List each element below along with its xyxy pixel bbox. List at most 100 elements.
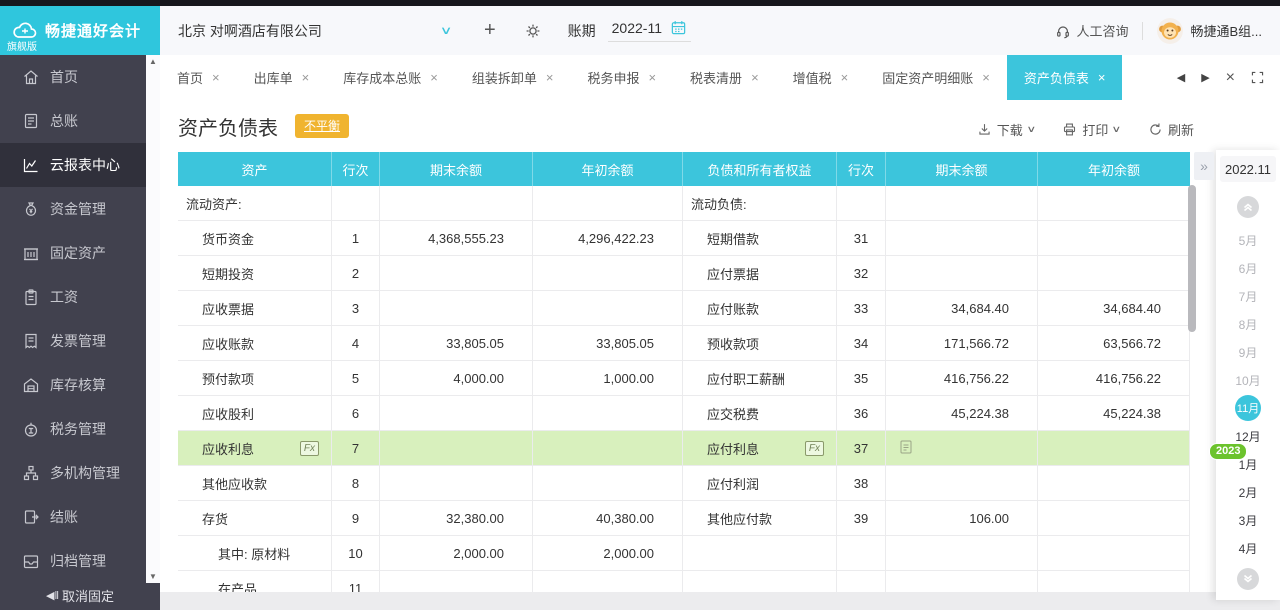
liability-amount-cell: 45,224.38: [886, 396, 1038, 430]
month-item-8月[interactable]: 8月: [1216, 310, 1280, 338]
sidebar-scrollbar[interactable]: ▲ ▼: [146, 55, 160, 583]
liability-name-label: 应付利润: [707, 476, 760, 492]
sidebar-item-多机构管理[interactable]: 多机构管理: [0, 451, 160, 495]
settings-gear-icon[interactable]: [524, 22, 542, 40]
print-button[interactable]: 打印 ∨: [1062, 120, 1122, 139]
liability-amount-cell: [1038, 431, 1190, 465]
sidebar-item-label: 云报表中心: [50, 157, 120, 173]
sidebar-item-工资[interactable]: 工资: [0, 275, 160, 319]
tab-close-icon[interactable]: ×: [982, 70, 990, 85]
tab-label: 库存成本总账: [343, 71, 422, 86]
liability-line-no-cell: 32: [837, 256, 886, 290]
month-item-5月[interactable]: 5月: [1216, 226, 1280, 254]
fullscreen-icon[interactable]: [1251, 71, 1264, 84]
tab-close-icon[interactable]: ×: [212, 70, 220, 85]
table-scrollbar[interactable]: [1188, 185, 1196, 332]
tab-close-icon[interactable]: ×: [430, 70, 438, 85]
asset-amount-cell: 4,296,422.23: [533, 221, 683, 255]
year-badge: 2023: [1209, 443, 1248, 460]
liability-name-cell: 流动负债:: [683, 186, 837, 220]
sidebar-item-云报表中心[interactable]: 云报表中心: [0, 143, 160, 187]
sidebar-item-label: 归档管理: [50, 553, 106, 569]
month-item-1月[interactable]: 1月: [1216, 450, 1280, 478]
tab-close-icon[interactable]: ×: [301, 70, 310, 85]
username[interactable]: 畅捷通B组...: [1190, 24, 1262, 39]
calendar-icon[interactable]: [670, 19, 687, 36]
tab-组装拆卸单[interactable]: 组装拆卸单 ×: [455, 55, 571, 100]
months-scroll-down-icon[interactable]: [1237, 568, 1259, 590]
sidebar-item-label: 发票管理: [50, 333, 106, 349]
tabs-prev-icon[interactable]: ◀: [1176, 72, 1186, 84]
month-item-3月[interactable]: 3月: [1216, 506, 1280, 534]
liability-amount-cell: [1038, 536, 1190, 570]
tabs-close-all-icon[interactable]: ×: [1225, 68, 1235, 86]
table-row: 货币资金 1 4,368,555.23 4,296,422.23 短期借款 31: [178, 221, 1190, 256]
months-scroll-up-icon[interactable]: [1237, 196, 1259, 218]
download-button[interactable]: 下载 ∨: [977, 120, 1036, 139]
tab-首页[interactable]: 首页 ×: [160, 55, 237, 100]
tabs-next-icon[interactable]: ▶: [1201, 72, 1210, 84]
sidebar-item-结账[interactable]: 结账: [0, 495, 160, 539]
company-selector[interactable]: 北京 对啊酒店有限公司: [178, 22, 322, 39]
tab-固定资产明细账[interactable]: 固定资产明细账 ×: [865, 55, 1007, 100]
column-header: 期末余额: [380, 152, 533, 186]
add-button[interactable]: +: [483, 19, 496, 41]
company-dropdown-icon[interactable]: ∨: [439, 25, 453, 37]
month-item-7月[interactable]: 7月: [1216, 282, 1280, 310]
refresh-button[interactable]: 刷新: [1148, 120, 1194, 139]
inventory-icon: [22, 376, 40, 394]
sidebar-item-首页[interactable]: 首页: [0, 55, 160, 99]
scroll-down-icon[interactable]: ▼: [149, 572, 157, 581]
month-item-12月[interactable]: 12月: [1216, 422, 1280, 450]
tab-税表清册[interactable]: 税表清册 ×: [673, 55, 776, 100]
month-item-2月[interactable]: 2月: [1216, 478, 1280, 506]
asset-amount-cell: [533, 571, 683, 592]
month-item-11月[interactable]: 11月: [1216, 394, 1280, 422]
tab-出库单[interactable]: 出库单 ×: [237, 55, 327, 100]
formula-fx-icon[interactable]: Fx: [299, 440, 319, 456]
period-value[interactable]: 2022-11: [611, 19, 662, 36]
asset-name-cell: 在产品: [178, 571, 332, 592]
sidebar-item-归档管理[interactable]: 归档管理: [0, 539, 160, 583]
fixed-assets-icon: [22, 244, 40, 262]
month-item-4月[interactable]: 4月: [1216, 534, 1280, 562]
tab-库存成本总账[interactable]: 库存成本总账 ×: [326, 55, 455, 100]
sidebar-item-label: 资金管理: [50, 201, 106, 217]
unpin-sidebar-button[interactable]: ◀‖ 取消固定: [0, 580, 160, 610]
sidebar-item-总账[interactable]: 总账: [0, 99, 160, 143]
asset-line-no-cell: 5: [332, 361, 380, 395]
formula-fx-icon[interactable]: Fx: [804, 440, 824, 456]
download-label: 下载: [996, 123, 1023, 138]
asset-name-label: 短期投资: [202, 266, 255, 282]
panel-expand-icon[interactable]: »: [1194, 152, 1214, 180]
asset-name-cell: 应收账款: [178, 326, 332, 360]
support-link[interactable]: 人工咨询: [1055, 21, 1128, 40]
month-item-6月[interactable]: 6月: [1216, 254, 1280, 282]
tab-label: 出库单: [253, 71, 293, 86]
tab-资产负债表[interactable]: 资产负债表 ×: [1006, 55, 1123, 100]
asset-amount-cell: 2,000.00: [533, 536, 683, 570]
tab-close-icon[interactable]: ×: [840, 70, 849, 85]
tab-close-icon[interactable]: ×: [648, 70, 657, 85]
month-item-9月[interactable]: 9月: [1216, 338, 1280, 366]
liability-amount-cell: [1038, 221, 1190, 255]
scroll-up-icon[interactable]: ▲: [149, 57, 157, 66]
sidebar-item-固定资产[interactable]: 固定资产: [0, 231, 160, 275]
tab-close-icon[interactable]: ×: [751, 70, 759, 85]
tab-close-icon[interactable]: ×: [545, 70, 554, 85]
sidebar-item-库存核算[interactable]: 库存核算: [0, 363, 160, 407]
sidebar-item-发票管理[interactable]: 发票管理: [0, 319, 160, 363]
avatar[interactable]: [1157, 17, 1184, 44]
sidebar-item-资金管理[interactable]: 资金管理: [0, 187, 160, 231]
ledger-icon: [22, 112, 40, 130]
sidebar-item-税务管理[interactable]: 税务管理: [0, 407, 160, 451]
tab-税务申报[interactable]: 税务申报 ×: [570, 55, 673, 100]
tab-close-icon[interactable]: ×: [1097, 70, 1106, 85]
month-label: 2月: [1238, 485, 1258, 500]
period-picker[interactable]: 2022-11: [607, 19, 691, 42]
table-row: 在产品 11: [178, 571, 1190, 592]
voucher-doc-icon[interactable]: [900, 440, 912, 457]
tab-增值税[interactable]: 增值税 ×: [776, 55, 866, 100]
tab-label: 固定资产明细账: [882, 71, 974, 86]
month-item-10月[interactable]: 10月: [1216, 366, 1280, 394]
